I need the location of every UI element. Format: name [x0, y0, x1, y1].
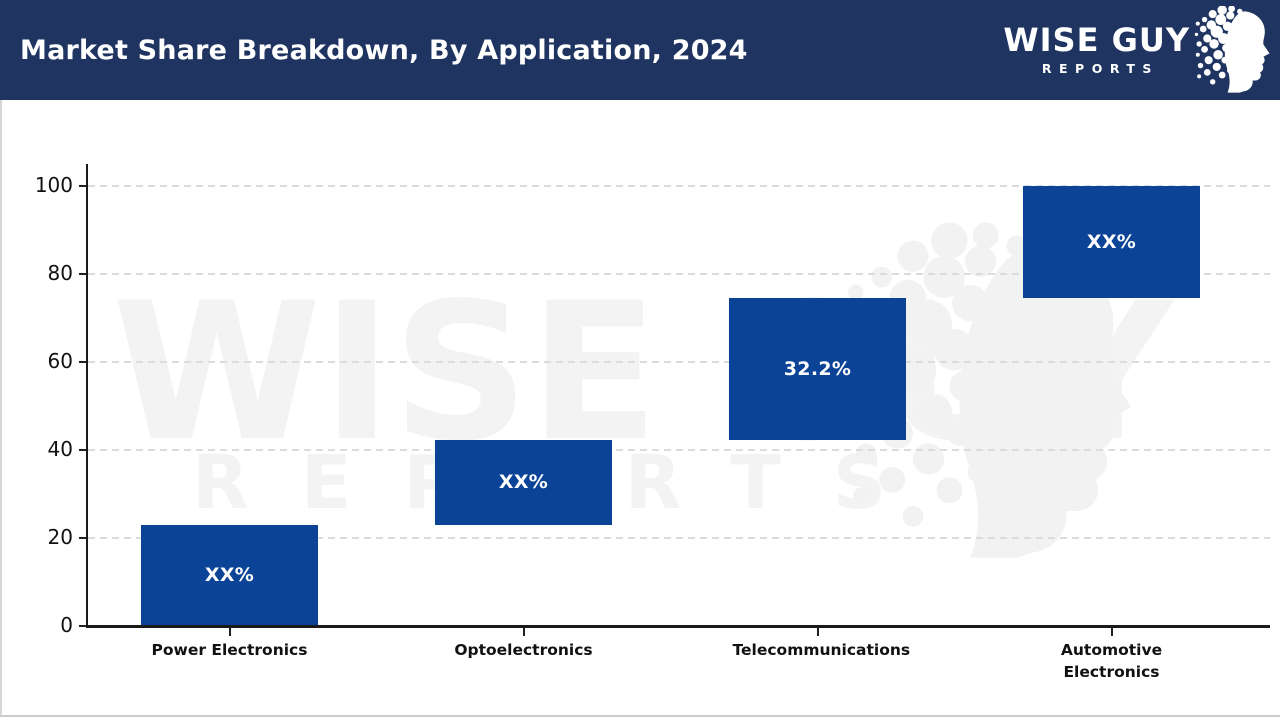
bar-label: XX%	[204, 564, 255, 587]
bar-label: XX%	[498, 471, 549, 494]
x-axis	[86, 625, 1270, 628]
wiseguy-face-icon	[1194, 6, 1270, 93]
gridline	[88, 537, 1270, 539]
page-edge-left	[0, 100, 2, 717]
waterfall-chart: 0 20 40 60 80 100 XX% Power Electronics XX% Optoe…	[0, 100, 1280, 720]
gridline	[88, 273, 1270, 275]
category-label: Optoelectronics	[454, 641, 593, 659]
x-tick	[1110, 628, 1113, 636]
y-tick	[79, 361, 88, 363]
category-label: Telecommunications	[732, 641, 911, 659]
y-tick-label: 80	[47, 261, 73, 285]
logo-text: WISE GUY REPORTS	[1003, 24, 1190, 76]
page-edge-bottom	[0, 715, 1280, 717]
bar: 32.2%	[729, 298, 906, 440]
y-axis	[86, 164, 88, 628]
bar-label: 32.2%	[783, 358, 852, 381]
y-tick-label: 40	[47, 437, 73, 461]
y-tick	[79, 449, 88, 451]
logo-tagline: REPORTS	[1041, 60, 1159, 76]
y-tick-label: 100	[34, 173, 73, 197]
bar: XX%	[1023, 186, 1200, 299]
gridline	[88, 449, 1270, 451]
bar: XX%	[141, 524, 318, 626]
wiseguy-logo: WISE GUY REPORTS	[1003, 6, 1274, 94]
y-tick	[79, 625, 88, 627]
y-tick-label: 60	[47, 349, 73, 373]
y-tick	[79, 273, 88, 275]
category-label: Automotive Electronics	[1060, 641, 1163, 681]
header: Market Share Breakdown, By Application, …	[0, 0, 1280, 100]
y-tick	[79, 537, 88, 539]
x-tick	[522, 628, 525, 636]
gridline	[88, 185, 1270, 187]
page-title: Market Share Breakdown, By Application, …	[20, 34, 748, 66]
category-label: Power Electronics	[151, 641, 308, 659]
bar: XX%	[435, 439, 612, 525]
y-tick-label: 20	[47, 525, 73, 549]
logo-name: WISE GUY	[1003, 21, 1190, 60]
gridline	[88, 361, 1270, 363]
x-tick	[816, 628, 819, 636]
y-tick-label: 0	[60, 613, 73, 637]
y-tick	[79, 185, 88, 187]
bar-label: XX%	[1086, 231, 1137, 254]
x-tick	[228, 628, 231, 636]
